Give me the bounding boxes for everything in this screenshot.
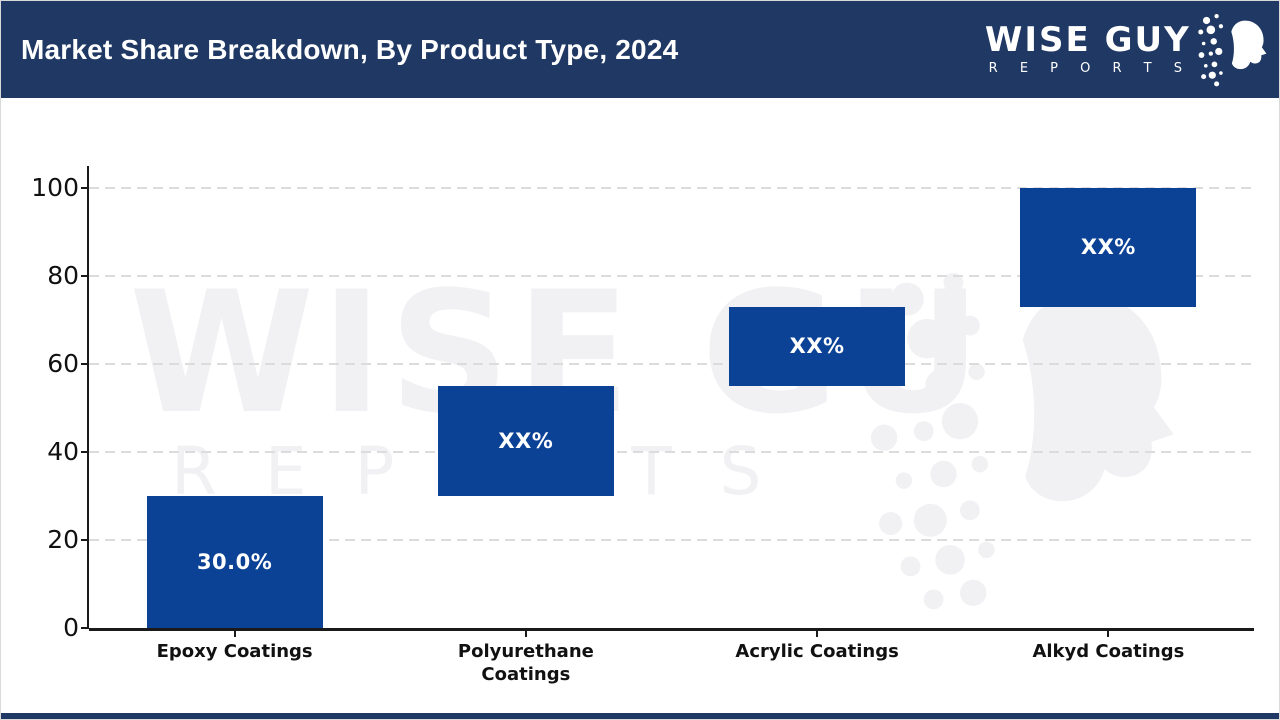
bar-3: XX% (729, 306, 906, 386)
logo-wiseguy-label: WISE GUY (984, 20, 1191, 60)
x-axis-line (89, 628, 1254, 631)
wise-guy-reports-logo: WISE GUY R E P O R T S (985, 8, 1279, 92)
category-label: Acrylic Coatings (735, 641, 899, 662)
logo-text: WISE GUY R E P O R T S (985, 23, 1191, 76)
footer-bar (1, 713, 1279, 719)
category-label: Epoxy Coatings (156, 641, 313, 662)
bar-2: XX% (437, 386, 614, 496)
y-tick-mark (81, 187, 89, 189)
bar-value-label: XX% (1080, 235, 1136, 260)
page-title: Market Share Breakdown, By Product Type,… (21, 33, 679, 65)
bar-1: 30.0% (146, 496, 323, 628)
x-tick-mark (1107, 631, 1110, 637)
y-gridline (89, 451, 1254, 453)
y-tick-mark (81, 451, 89, 453)
header-bar: Market Share Breakdown, By Product Type,… (1, 1, 1279, 98)
y-tick-mark (81, 275, 89, 277)
y-tick-label: 0 (63, 613, 79, 642)
y-gridline (89, 363, 1254, 365)
y-tick-label: 20 (47, 525, 79, 554)
y-gridline (89, 539, 1254, 541)
bar-4: XX% (1020, 188, 1197, 307)
logo-reports-label: R E P O R T S (988, 61, 1191, 76)
y-gridline (89, 187, 1254, 189)
category-label: Alkyd Coatings (1032, 641, 1185, 662)
y-tick-mark (81, 539, 89, 541)
y-tick-label: 100 (31, 173, 79, 202)
y-tick-mark (81, 627, 89, 629)
x-tick-mark (524, 631, 527, 637)
x-tick-mark (816, 631, 819, 637)
category-label: Polyurethane Coatings (457, 641, 594, 685)
y-tick-label: 40 (47, 437, 79, 466)
x-tick-mark (233, 631, 236, 637)
y-tick-label: 80 (47, 261, 79, 290)
y-gridline (89, 275, 1254, 277)
bar-value-label: XX% (498, 429, 554, 453)
y-axis-line (87, 166, 89, 628)
bar-value-label: 30.0% (196, 550, 273, 574)
y-tick-mark (81, 363, 89, 365)
y-tick-label: 60 (47, 349, 79, 378)
logo-face-dots-icon (1198, 13, 1267, 86)
bar-value-label: XX% (789, 334, 845, 359)
